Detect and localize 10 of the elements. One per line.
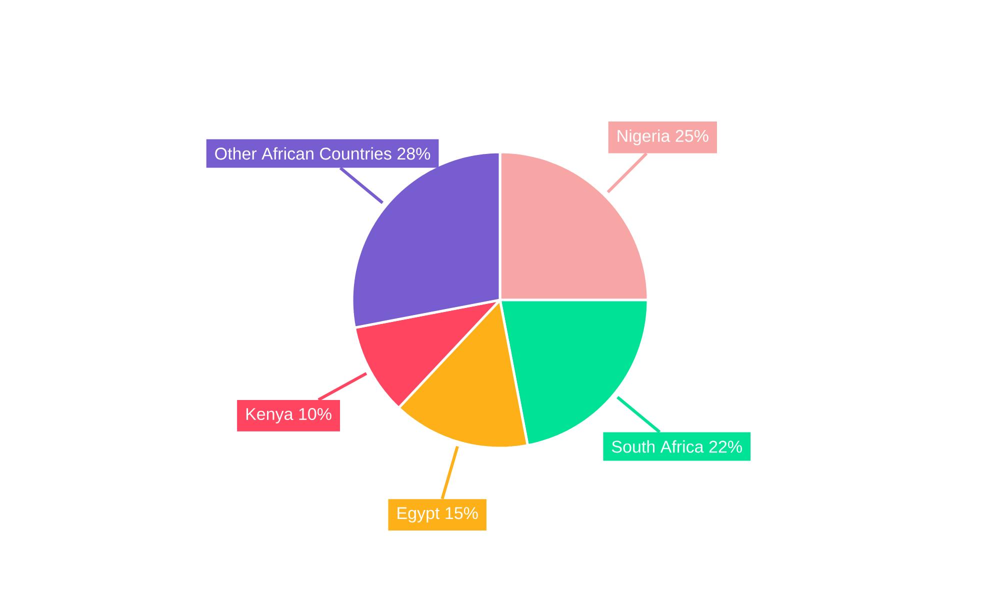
data-label: 10% bbox=[299, 408, 332, 420]
slice-label: South Africa bbox=[612, 440, 704, 453]
slice-label: Other African Countries bbox=[215, 147, 392, 160]
slice-label: Kenya bbox=[246, 408, 294, 424]
data-label: 28% bbox=[398, 148, 430, 160]
slice-label: Egypt bbox=[398, 507, 440, 522]
data-label: 22% bbox=[709, 440, 742, 453]
data-label: 25% bbox=[676, 130, 708, 142]
slice-label: Nigeria bbox=[618, 129, 670, 146]
data-label: 15% bbox=[446, 507, 478, 520]
